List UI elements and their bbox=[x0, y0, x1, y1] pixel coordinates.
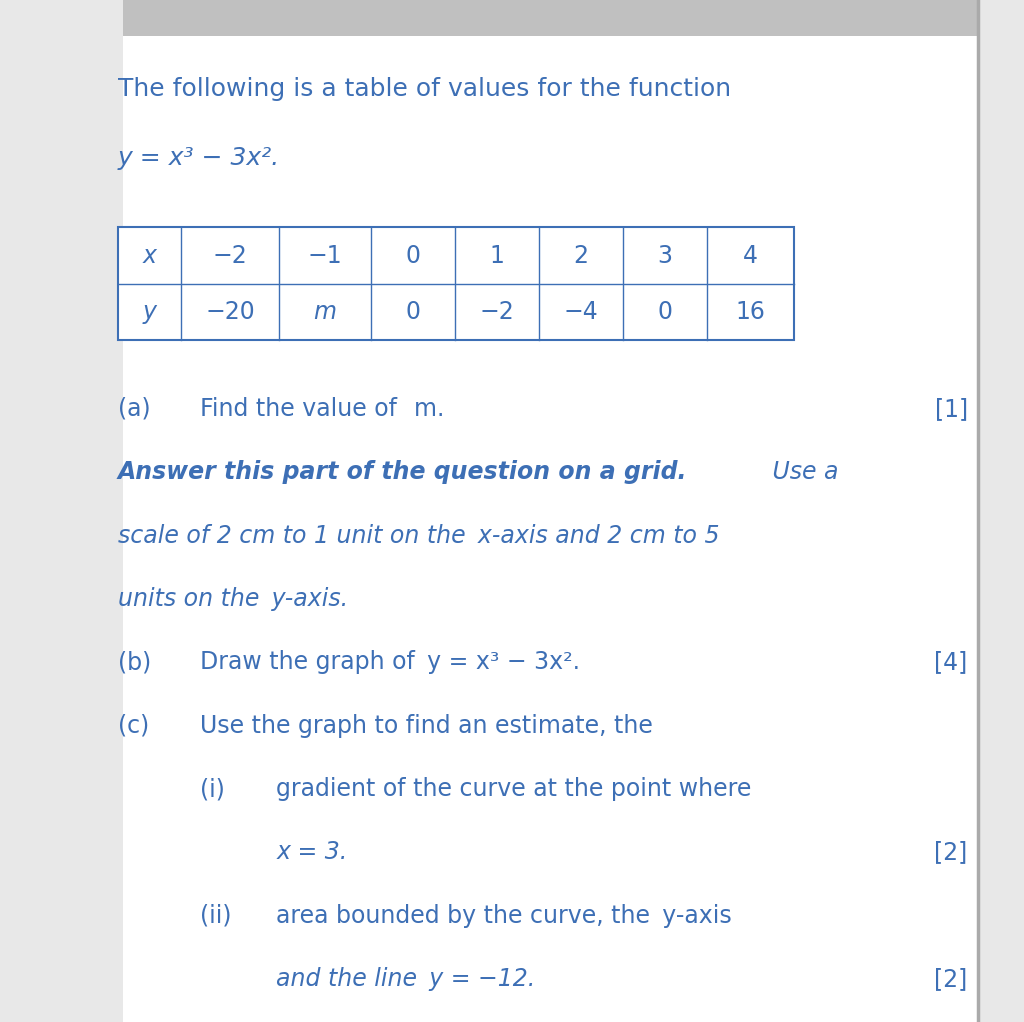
Text: −2: −2 bbox=[479, 299, 514, 324]
Text: Draw the graph of  y = x³ − 3x².: Draw the graph of y = x³ − 3x². bbox=[200, 650, 580, 675]
Bar bbox=[118, 228, 794, 340]
Text: and the line  y = −12.: and the line y = −12. bbox=[276, 967, 536, 991]
Text: 1: 1 bbox=[489, 243, 504, 268]
Text: Answer this part of the question on a grid.: Answer this part of the question on a gr… bbox=[118, 460, 687, 484]
Text: [4]: [4] bbox=[935, 650, 968, 675]
Text: The following is a table of values for the function: The following is a table of values for t… bbox=[118, 77, 731, 100]
Text: 16: 16 bbox=[735, 299, 765, 324]
Text: 0: 0 bbox=[406, 243, 420, 268]
Text: (b): (b) bbox=[118, 650, 151, 675]
Text: (ii): (ii) bbox=[200, 903, 231, 928]
Text: −1: −1 bbox=[307, 243, 342, 268]
Text: (i): (i) bbox=[200, 777, 224, 801]
Text: x: x bbox=[142, 243, 157, 268]
Text: gradient of the curve at the point where: gradient of the curve at the point where bbox=[276, 777, 752, 801]
Text: m: m bbox=[313, 299, 336, 324]
Text: y = x³ − 3x².: y = x³ − 3x². bbox=[118, 146, 280, 171]
Text: Find the value of   m.: Find the value of m. bbox=[200, 397, 444, 421]
Text: y: y bbox=[142, 299, 157, 324]
Text: −2: −2 bbox=[213, 243, 247, 268]
Text: 4: 4 bbox=[742, 243, 758, 268]
Text: 2: 2 bbox=[573, 243, 588, 268]
Text: 0: 0 bbox=[406, 299, 420, 324]
Text: area bounded by the curve, the  y-axis: area bounded by the curve, the y-axis bbox=[276, 903, 732, 928]
Text: x = 3.: x = 3. bbox=[276, 840, 348, 865]
Text: [1]: [1] bbox=[935, 397, 968, 421]
Text: Use the graph to find an estimate, the: Use the graph to find an estimate, the bbox=[200, 713, 652, 738]
Text: 3: 3 bbox=[657, 243, 672, 268]
Text: scale of 2 cm to 1 unit on the  x-axis and 2 cm to 5: scale of 2 cm to 1 unit on the x-axis an… bbox=[118, 523, 719, 548]
Text: [2]: [2] bbox=[935, 840, 968, 865]
Bar bbox=[123, 0, 978, 36]
Text: Use a: Use a bbox=[765, 460, 839, 484]
Text: units on the  y-axis.: units on the y-axis. bbox=[118, 587, 348, 611]
Text: [2]: [2] bbox=[935, 967, 968, 991]
Bar bbox=[123, 0, 978, 1022]
Text: (c): (c) bbox=[118, 713, 150, 738]
Text: 0: 0 bbox=[657, 299, 672, 324]
Text: −20: −20 bbox=[205, 299, 255, 324]
Text: −4: −4 bbox=[563, 299, 598, 324]
Text: (a): (a) bbox=[118, 397, 151, 421]
